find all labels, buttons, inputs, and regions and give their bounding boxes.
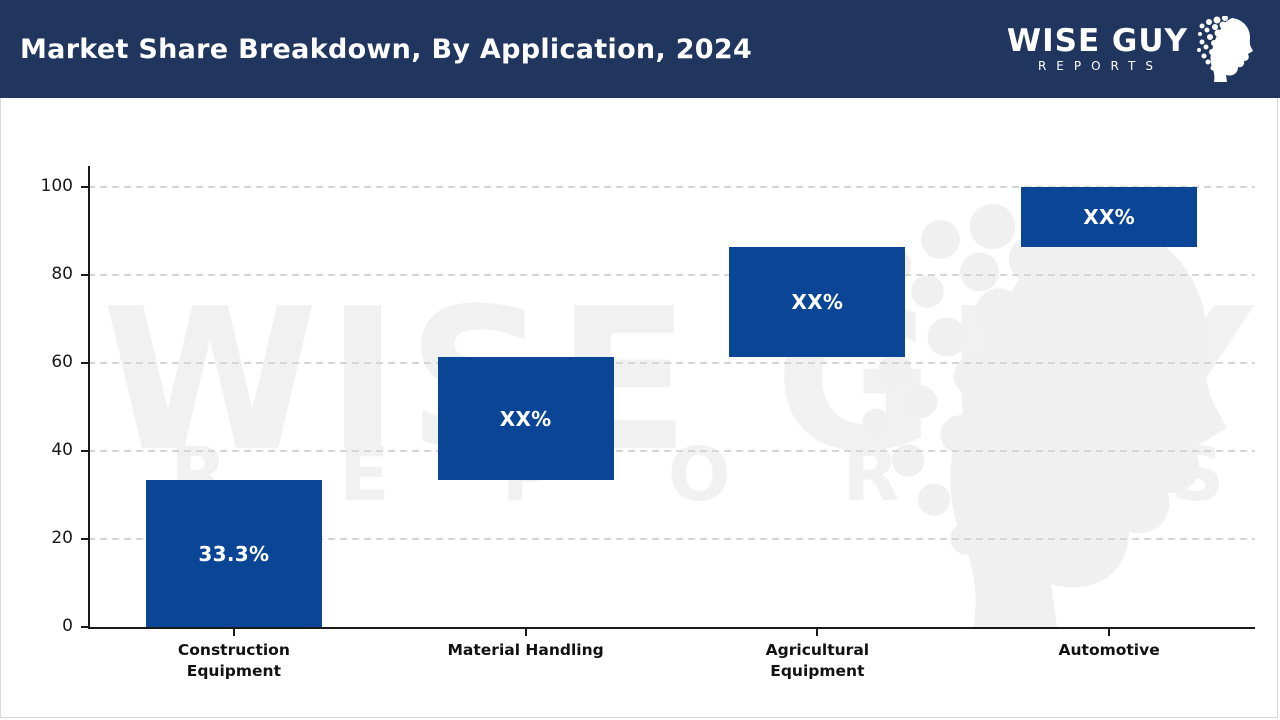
bar-4: XX% — [1021, 187, 1198, 248]
gridline-80 — [88, 274, 1255, 276]
y-tick-label: 0 — [62, 616, 73, 636]
bar-2: XX% — [437, 357, 614, 481]
gridline-100 — [88, 186, 1255, 188]
x-axis-line — [88, 627, 1255, 629]
x-axis-tick-4 — [1108, 629, 1111, 636]
x-category-label: Automotive — [1058, 641, 1160, 659]
x-axis-tick-1 — [232, 629, 235, 636]
y-axis-line — [88, 166, 90, 629]
header-bar: Market Share Breakdown, By Application, … — [0, 0, 1280, 98]
bar-value-label: XX% — [1083, 205, 1136, 230]
logo-subtitle: REPORTS — [1037, 59, 1163, 73]
y-tick-label: 40 — [51, 440, 73, 460]
x-category-label: Material Handling — [447, 641, 604, 659]
y-tick-label: 60 — [51, 352, 73, 372]
gridline-60 — [88, 362, 1255, 364]
y-axis-tick-60 — [81, 362, 88, 364]
wise-guy-head-icon — [1197, 16, 1253, 82]
x-axis-tick-2 — [524, 629, 527, 636]
y-tick-label: 80 — [51, 264, 73, 284]
bar-3: XX% — [729, 247, 906, 358]
bar-value-label: 33.3% — [198, 541, 270, 566]
logo-text: WISE GUY REPORTS — [1006, 23, 1188, 73]
bar-value-label: XX% — [499, 406, 552, 431]
bar-1: 33.3% — [145, 480, 322, 627]
y-axis-tick-100 — [81, 186, 88, 188]
y-axis-tick-0 — [81, 626, 88, 628]
y-tick-label: 20 — [51, 528, 73, 548]
y-axis-tick-20 — [81, 538, 88, 540]
x-category-label: Construction Equipment — [177, 641, 290, 680]
y-axis-tick-80 — [81, 274, 88, 276]
gridline-20 — [88, 538, 1255, 540]
logo-wordmark: WISE GUY — [1006, 23, 1188, 59]
wise-guy-reports-logo: WISE GUY REPORTS — [1007, 16, 1256, 82]
page-title: Market Share Breakdown, By Application, … — [20, 33, 753, 65]
gridline-40 — [88, 450, 1255, 452]
y-tick-label: 100 — [40, 176, 73, 196]
bar-value-label: XX% — [791, 290, 844, 315]
x-category-label: Agricultural Equipment — [765, 641, 870, 680]
x-axis-tick-3 — [816, 629, 819, 636]
y-axis-tick-40 — [81, 450, 88, 452]
